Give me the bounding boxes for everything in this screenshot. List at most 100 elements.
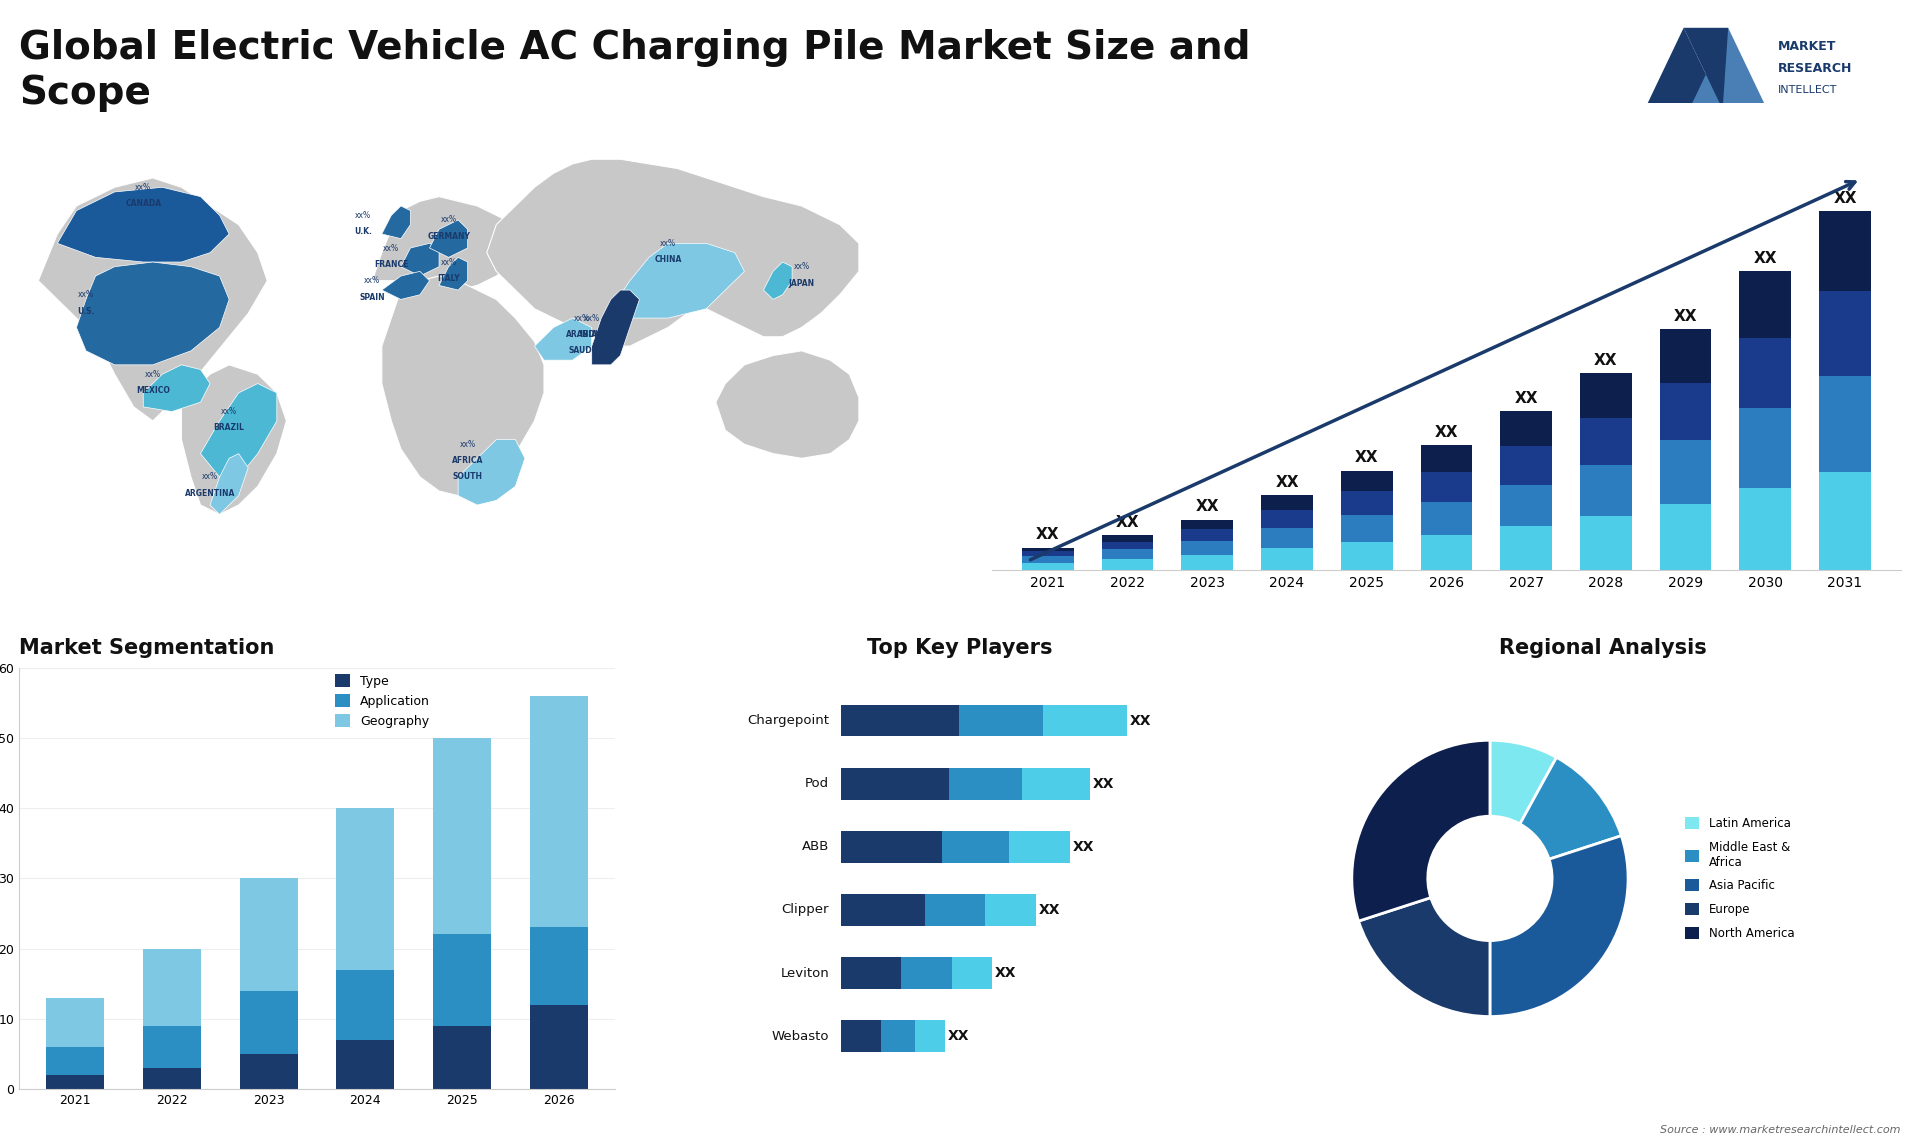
Text: XX: XX	[1674, 308, 1697, 323]
Bar	[1500, 526, 1551, 571]
Text: Clipper: Clipper	[781, 903, 829, 917]
Bar	[1181, 519, 1233, 529]
Text: CANADA: CANADA	[125, 199, 161, 209]
Polygon shape	[401, 243, 440, 276]
Text: Source : www.marketresearchintellect.com: Source : www.marketresearchintellect.com	[1661, 1124, 1901, 1135]
Polygon shape	[77, 262, 228, 364]
Text: ITALY: ITALY	[438, 274, 461, 283]
Text: Scope: Scope	[19, 74, 152, 112]
Bar	[1580, 465, 1632, 517]
Text: U.S.: U.S.	[77, 307, 94, 315]
Text: RESEARCH: RESEARCH	[1778, 62, 1853, 74]
Bar	[142, 1068, 202, 1089]
Text: ARGENTINA: ARGENTINA	[184, 489, 236, 497]
Text: xx%: xx%	[584, 314, 599, 323]
Polygon shape	[1690, 28, 1766, 109]
Bar	[432, 1026, 492, 1089]
Bar	[1740, 338, 1791, 408]
Bar	[1740, 488, 1791, 571]
Text: SAUDI: SAUDI	[568, 346, 595, 355]
Text: XX: XX	[1753, 251, 1778, 266]
Bar	[1580, 517, 1632, 571]
Bar	[240, 1053, 298, 1089]
Bar	[1740, 408, 1791, 488]
Text: xx%: xx%	[79, 290, 94, 299]
Polygon shape	[38, 178, 267, 421]
Bar	[1181, 541, 1233, 555]
Bar	[1102, 549, 1154, 559]
Text: SPAIN: SPAIN	[359, 292, 386, 301]
Polygon shape	[459, 440, 524, 505]
Text: XX: XX	[1434, 425, 1457, 440]
Text: ARABIA: ARABIA	[566, 330, 599, 339]
Title: Regional Analysis: Regional Analysis	[1500, 638, 1707, 658]
Bar	[530, 927, 588, 1005]
Text: ABB: ABB	[803, 840, 829, 854]
Polygon shape	[372, 197, 524, 290]
Text: xx%: xx%	[365, 276, 380, 285]
Legend: Type, Application, Geography: Type, Application, Geography	[336, 674, 430, 728]
Bar	[1421, 445, 1473, 472]
Bar	[1021, 557, 1073, 563]
Polygon shape	[58, 187, 228, 262]
Polygon shape	[180, 364, 286, 515]
Bar	[1818, 211, 1870, 290]
Text: JAPAN: JAPAN	[789, 278, 814, 288]
Text: XX: XX	[1515, 391, 1538, 407]
Bar	[1421, 472, 1473, 502]
Bar	[336, 808, 394, 970]
Polygon shape	[382, 272, 430, 299]
Text: Leviton: Leviton	[780, 966, 829, 980]
Polygon shape	[591, 290, 639, 364]
Bar	[1659, 329, 1711, 383]
Title: Top Key Players: Top Key Players	[868, 638, 1052, 658]
Bar	[142, 949, 202, 1026]
Polygon shape	[430, 220, 468, 258]
Legend: Latin America, Middle East &
Africa, Asia Pacific, Europe, North America: Latin America, Middle East & Africa, Asi…	[1680, 813, 1799, 944]
Text: Global Electric Vehicle AC Charging Pile Market Size and: Global Electric Vehicle AC Charging Pile…	[19, 29, 1250, 66]
Text: INTELLECT: INTELLECT	[1778, 85, 1837, 95]
Bar	[142, 1026, 202, 1068]
Bar	[1102, 559, 1154, 571]
Bar	[1818, 290, 1870, 376]
Polygon shape	[764, 262, 793, 299]
Bar	[1818, 376, 1870, 472]
Bar	[1340, 542, 1392, 571]
Text: XX: XX	[1356, 450, 1379, 465]
Text: Pod: Pod	[804, 777, 829, 791]
Text: XX: XX	[1275, 476, 1298, 490]
Bar	[1659, 383, 1711, 440]
Text: INDIA: INDIA	[580, 330, 605, 339]
Bar	[1021, 551, 1073, 557]
Polygon shape	[611, 243, 745, 319]
Bar	[1421, 502, 1473, 535]
Bar	[240, 879, 298, 990]
Text: xx%: xx%	[440, 258, 457, 267]
Bar	[1500, 485, 1551, 526]
Text: xx%: xx%	[574, 314, 589, 323]
Text: xx%: xx%	[660, 238, 676, 248]
Bar	[432, 738, 492, 934]
Text: XX: XX	[1116, 516, 1139, 531]
Text: XX: XX	[1834, 191, 1857, 206]
Bar	[1740, 272, 1791, 338]
Bar	[1181, 555, 1233, 571]
Bar	[1261, 528, 1313, 548]
Bar	[1340, 490, 1392, 515]
Bar	[1500, 447, 1551, 485]
Bar	[1261, 510, 1313, 528]
Text: XX: XX	[1037, 527, 1060, 542]
Text: XX: XX	[1594, 353, 1617, 368]
Bar	[1421, 535, 1473, 571]
Bar	[1102, 535, 1154, 542]
Text: xx%: xx%	[355, 211, 371, 220]
Polygon shape	[382, 206, 411, 238]
Polygon shape	[144, 364, 209, 411]
Text: XX: XX	[1196, 500, 1219, 515]
Bar	[1659, 503, 1711, 571]
Bar	[1181, 529, 1233, 541]
Text: xx%: xx%	[221, 407, 238, 416]
Polygon shape	[1645, 28, 1722, 109]
Bar	[46, 997, 104, 1046]
Text: xx%: xx%	[134, 182, 152, 191]
